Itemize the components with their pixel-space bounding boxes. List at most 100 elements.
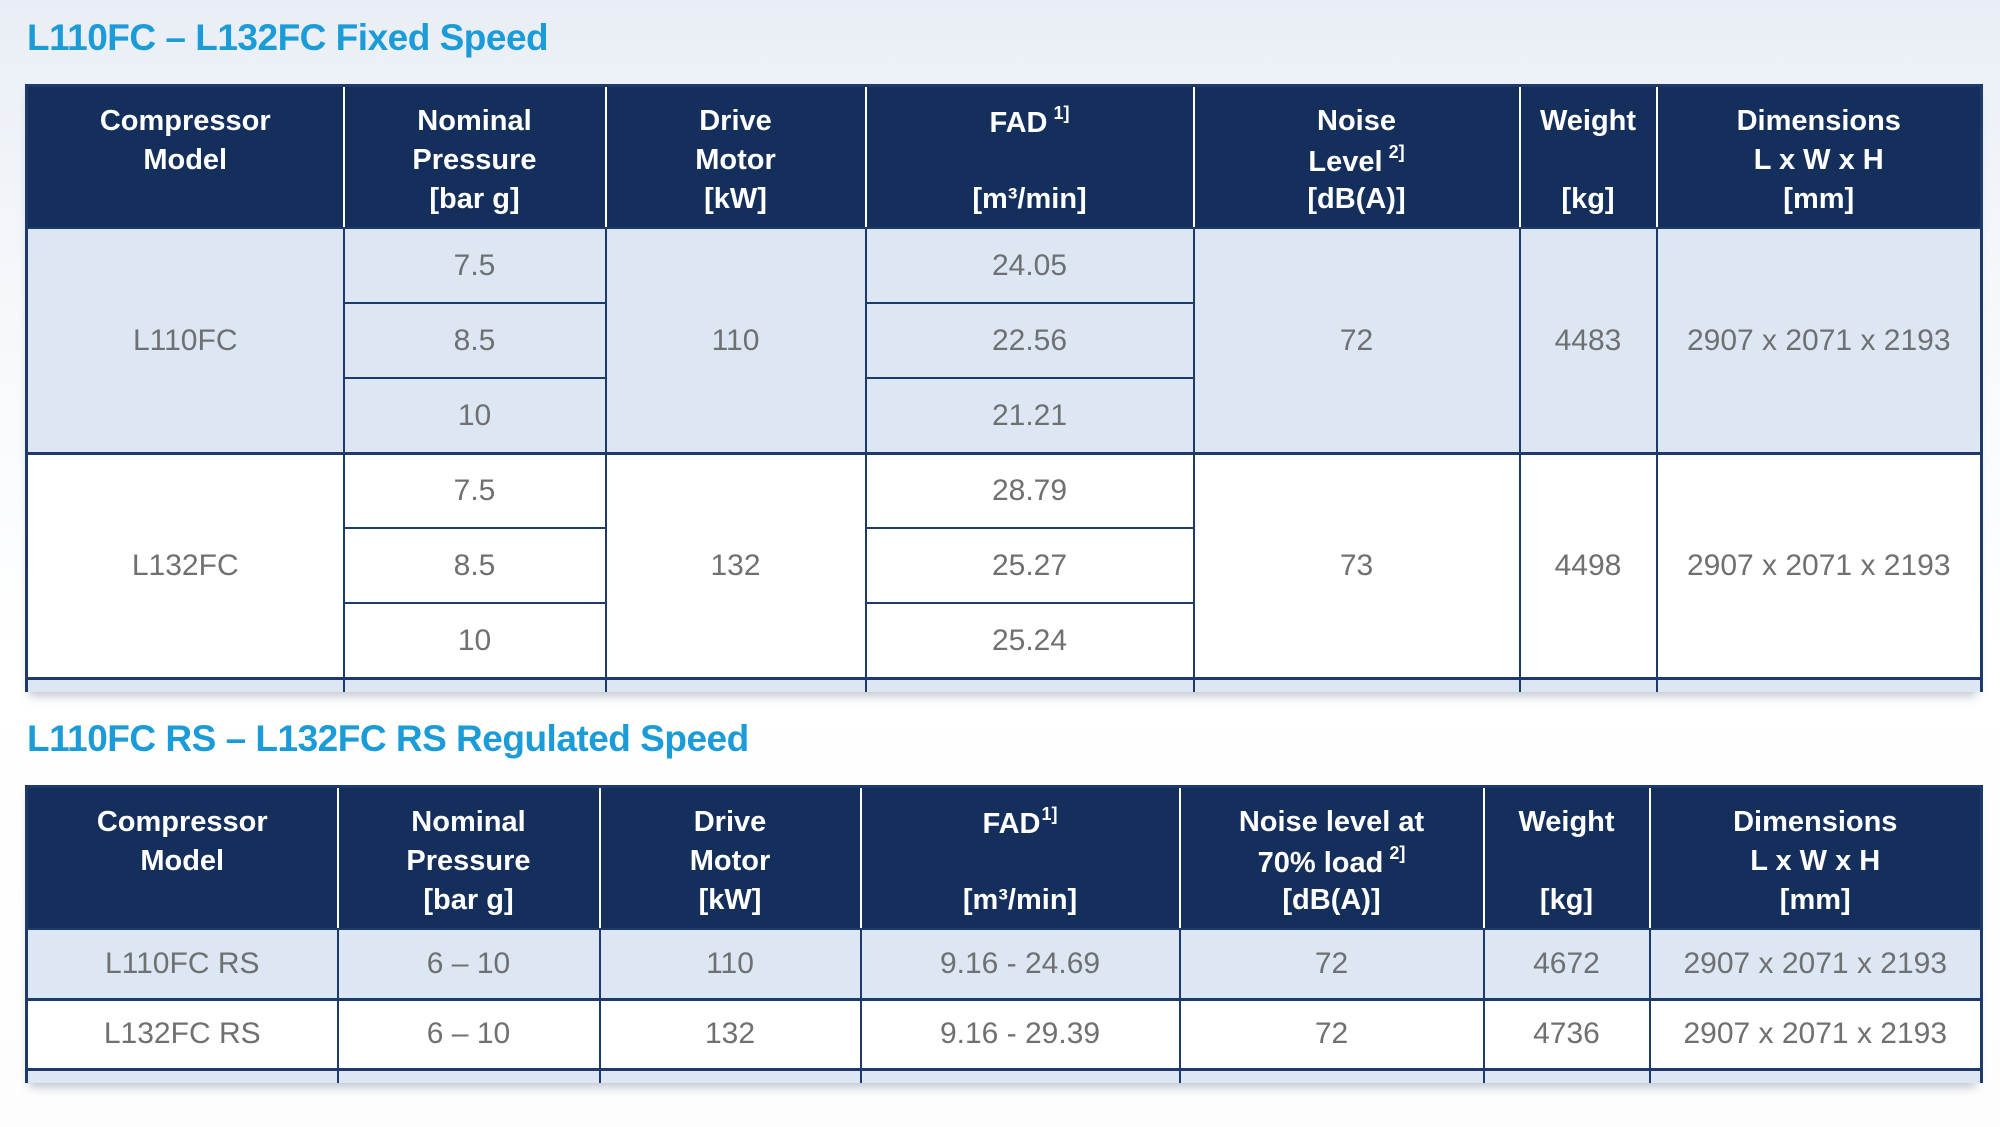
cell-fad: 22.56 [864,303,1195,380]
fixed-speed-table: Compressor Model Nominal Pressure [25,84,1983,680]
cutoff-row [25,1070,1983,1083]
table-row: 8.5 25.27 [27,528,1982,605]
table-row: L132FC 7.5 132 28.79 73 4498 2907 x 2071… [25,453,1983,680]
cell-compressor-model: L132FC RS [25,999,339,1071]
header-unit: [kW] [698,884,762,917]
cell-nominal-pressure: 10 [342,378,607,455]
regulated-speed-table-block: Compressor Model Nominal Pressure [25,785,1983,1083]
header-unit: [dB(A)] [1307,183,1406,216]
cell-weight: 4736 [1482,999,1651,1071]
col-header-weight: Weight [kg] [1518,85,1658,230]
cell-nominal-pressure: 10 [342,603,607,680]
header-line: 70% load 2] [1257,842,1406,879]
cell-nominal-pressure: 6 – 10 [336,999,601,1071]
footnote-marker: 1] [1041,804,1058,825]
cell-noise-level: 72 [1192,228,1521,455]
cell-drive-motor: 132 [604,453,867,680]
header-unit: [m³/min] [962,884,1078,917]
header-line: Motor [689,844,771,877]
header-unit: [bar g] [429,183,520,216]
header-line: Weight [1518,806,1615,839]
col-header-noise-level: Noise Level 2] [dB(A)] [1192,85,1521,230]
col-header-compressor-model: Compressor Model [25,85,345,230]
cell-fad: 9.16 - 29.39 [859,999,1181,1071]
col-header-nominal-pressure: Nominal Pressure [bar g] [342,85,607,230]
table-row [25,1070,1983,1083]
cutoff-cell [864,679,1195,692]
cell-compressor-model: L110FC RS [25,929,339,1001]
cutoff-cell [1178,1070,1485,1083]
header-line: Dimensions [1733,806,1898,839]
cutoff-cell [859,1070,1181,1083]
col-header-noise-level: Noise level at 70% load 2] [dB(A)] [1178,786,1485,931]
cell-compressor-model: L110FC [25,228,345,455]
cutoff-cell [1518,679,1658,692]
header-line: Compressor [99,105,271,138]
footnote-marker: 2] [1389,842,1406,863]
header-line: Model [143,144,228,176]
cutoff-cell [1655,679,1983,692]
cell-nominal-pressure: 8.5 [342,528,607,605]
header-line: Noise level at [1238,806,1425,839]
header-line: Nominal [411,806,526,839]
cell-fad: 25.24 [864,603,1195,680]
cell-fad: 21.21 [864,378,1195,455]
fixed-speed-table-header: Compressor Model Nominal Pressure [25,85,1983,230]
col-header-compressor-model: Compressor Model [25,786,339,931]
cutoff-cell [342,679,607,692]
cutoff-cell [336,1070,601,1083]
cutoff-cell [598,1070,862,1083]
cell-nominal-pressure: 6 – 10 [336,929,601,1001]
cutoff-cell [25,679,345,692]
cell-nominal-pressure: 7.5 [342,453,607,530]
footnote-marker: 2] [1388,142,1405,162]
table-row: L110FC RS 6 – 10 110 9.16 - 24.69 72 467… [25,929,1983,1001]
header-line: Drive [693,806,767,839]
cutoff-cell [604,679,867,692]
header-line: L x W x H [1750,844,1881,877]
table-row [25,679,1983,692]
table-row: 8.5 22.56 [27,303,1982,380]
col-header-dimensions: Dimensions L x W x H [mm] [1655,85,1983,230]
footnote-marker: 1] [1053,103,1070,124]
cell-drive-motor: 132 [598,999,862,1071]
header-line: Nominal [417,105,532,138]
cutoff-row [25,679,1983,692]
header-line: Model [140,844,225,877]
cell-weight: 4498 [1518,453,1658,680]
cell-noise-level: 72 [1178,999,1485,1071]
cell-dimensions: 2907 x 2071 x 2193 [1648,929,1983,1001]
col-header-nominal-pressure: Nominal Pressure [bar g] [336,786,601,931]
header-line: L x W x H [1753,144,1884,176]
header-line: Compressor [96,806,268,839]
section-title-regulated-speed: L110FC RS – L132FC RS Regulated Speed [27,717,749,759]
cell-fad: 28.79 [864,453,1195,530]
fixed-speed-table-block: Compressor Model Nominal Pressure [25,84,1983,692]
datasheet-page: L110FC – L132FC Fixed Speed Compressor M… [25,17,1983,1083]
col-header-dimensions: Dimensions L x W x H [mm] [1648,786,1983,931]
table-row: 10 25.24 [27,603,1982,680]
regulated-speed-table: Compressor Model Nominal Pressure [25,785,1983,1071]
header-unit: [m³/min] [972,183,1087,216]
cell-drive-motor: 110 [598,929,862,1001]
cell-fad: 24.05 [864,228,1195,305]
col-header-drive-motor: Drive Motor [kW] [604,85,867,230]
cutoff-cell [1192,679,1521,692]
cell-fad: 9.16 - 24.69 [859,929,1181,1001]
cell-weight: 4483 [1518,228,1658,455]
header-line: Noise [1317,105,1396,138]
header-unit: [dB(A)] [1282,884,1381,917]
header-unit: [bar g] [423,884,514,917]
cell-noise-level: 72 [1178,929,1485,1001]
header-line: Pressure [406,844,531,877]
header-line: Weight [1539,105,1637,138]
cell-dimensions: 2907 x 2071 x 2193 [1655,228,1983,455]
header-line: Motor [695,144,776,176]
cell-dimensions: 2907 x 2071 x 2193 [1655,453,1983,680]
header-line: FAD1] [982,804,1058,841]
header-line: Drive [699,105,772,138]
cell-drive-motor: 110 [604,228,867,455]
header-unit: [kg] [1539,884,1594,917]
